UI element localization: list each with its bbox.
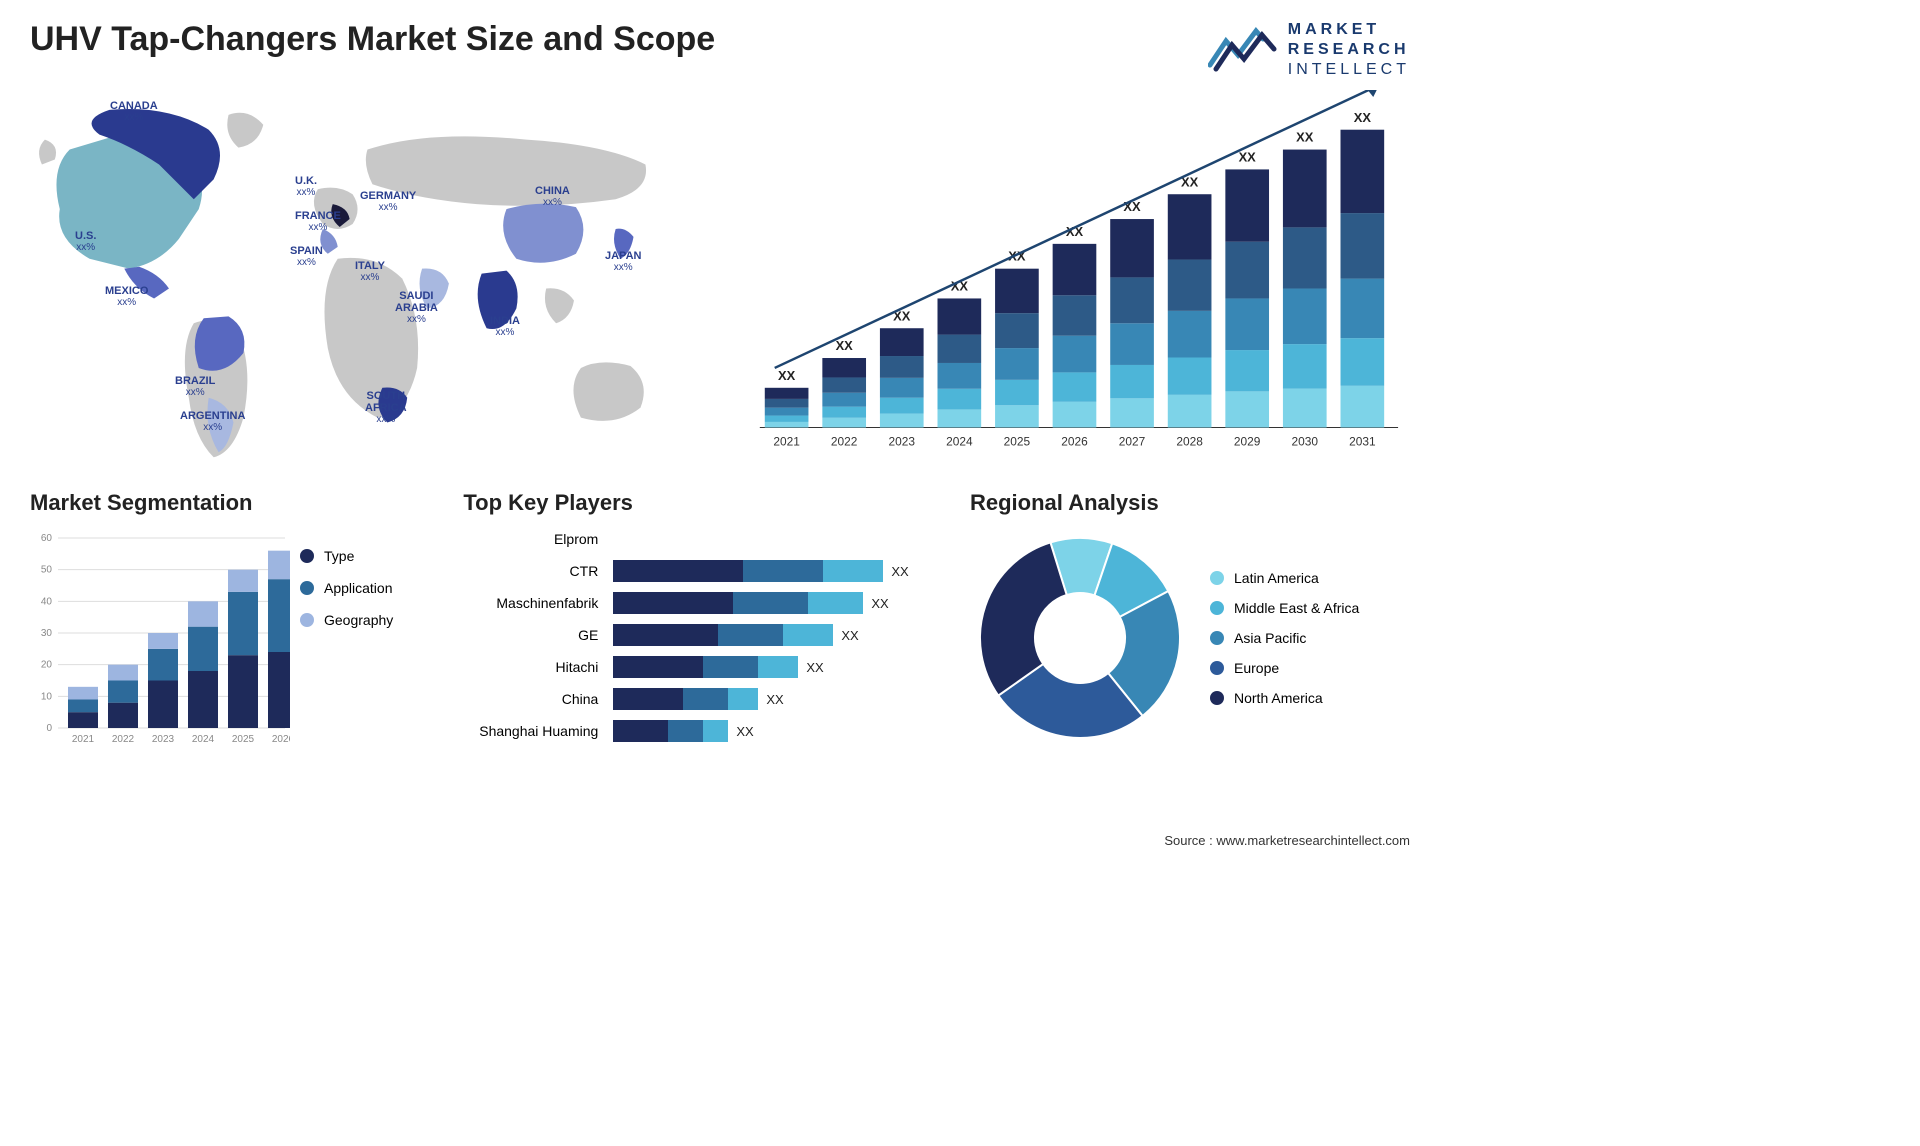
player-label: Shanghai Huaming [479,720,598,742]
player-value: XX [871,596,888,611]
svg-text:50: 50 [41,565,53,576]
svg-text:2025: 2025 [1004,434,1031,448]
player-bar-row: XX [613,560,940,582]
player-bar-row: XX [613,592,940,614]
map-country-label: SPAINxx% [290,245,323,268]
svg-text:XX: XX [1239,149,1257,164]
regional-legend-item: North America [1210,690,1359,706]
svg-text:20: 20 [41,660,53,671]
segmentation-title: Market Segmentation [30,490,433,516]
svg-text:2023: 2023 [889,434,916,448]
svg-text:XX: XX [778,368,796,383]
player-value: XX [766,692,783,707]
segmentation-legend-item: Geography [300,612,393,628]
player-bar-row: XX [613,688,940,710]
svg-text:40: 40 [41,596,53,607]
svg-text:XX: XX [1354,110,1372,125]
regional-panel: Regional Analysis Latin America Middle Ea… [970,490,1410,748]
svg-text:2026: 2026 [1061,434,1088,448]
svg-text:2021: 2021 [72,734,95,745]
svg-text:2027: 2027 [1119,434,1146,448]
player-bar-row: XX [613,624,940,646]
svg-text:2023: 2023 [152,734,175,745]
growth-chart-panel: XX2021XX2022XX2023XX2024XX2025XX2026XX20… [735,90,1410,470]
map-country-label: CANADAxx% [110,100,158,123]
svg-text:2022: 2022 [112,734,135,745]
map-country-label: ITALYxx% [355,260,385,283]
players-labels: Elprom CTR Maschinenfabrik GE Hitachi China Sh… [463,528,598,742]
segmentation-panel: Market Segmentation 0 10 20 30 40 50 60 2021 202… [30,490,433,748]
player-label: GE [578,624,598,646]
player-bar-row [613,528,940,550]
segmentation-legend-item: Application [300,580,393,596]
segmentation-bar-chart: 0 10 20 30 40 50 60 2021 2022 2023 2024 2025 2026 [30,528,290,748]
svg-text:60: 60 [41,533,53,544]
svg-text:2029: 2029 [1234,434,1261,448]
player-label: Hitachi [556,656,599,678]
world-map-panel: CANADAxx% U.S.xx% MEXICOxx% BRAZILxx% ARGENT… [30,90,705,470]
players-title: Top Key Players [463,490,940,516]
map-country-label: SOUTHAFRICAxx% [365,390,407,425]
player-value: XX [891,564,908,579]
svg-text:2026: 2026 [272,734,290,745]
player-value: XX [736,724,753,739]
source-attribution: Source : www.marketresearchintellect.com [1164,833,1410,848]
map-country-label: JAPANxx% [605,250,641,273]
regional-title: Regional Analysis [970,490,1410,516]
svg-text:2030: 2030 [1292,434,1319,448]
brand-logo: MARKET RESEARCH INTELLECT [1208,20,1410,80]
player-bar-row: XX [613,656,940,678]
svg-text:0: 0 [46,723,52,734]
regional-legend-item: Asia Pacific [1210,630,1359,646]
regional-legend-item: Latin America [1210,570,1359,586]
regional-legend-item: Middle East & Africa [1210,600,1359,616]
player-label: China [562,688,599,710]
player-bar-row: XX [613,720,940,742]
map-country-label: MEXICOxx% [105,285,148,308]
regional-donut-chart [970,528,1190,748]
svg-text:2021: 2021 [773,434,800,448]
svg-text:XX: XX [836,338,854,353]
segmentation-legend-item: Type [300,548,393,564]
logo-mark-icon [1208,23,1278,78]
map-country-label: U.S.xx% [75,230,96,253]
player-value: XX [841,628,858,643]
regional-legend-item: Europe [1210,660,1359,676]
map-country-label: U.K.xx% [295,175,317,198]
logo-text: MARKET RESEARCH INTELLECT [1288,20,1410,80]
svg-text:2024: 2024 [192,734,215,745]
svg-text:2024: 2024 [946,434,973,448]
svg-text:10: 10 [41,691,53,702]
player-label: Maschinenfabrik [496,592,598,614]
map-country-label: FRANCExx% [295,210,341,233]
svg-text:2025: 2025 [232,734,255,745]
svg-text:30: 30 [41,628,53,639]
svg-text:XX: XX [1296,130,1314,145]
players-panel: Top Key Players Elprom CTR Maschinenfabrik… [463,490,940,748]
map-country-label: ARGENTINAxx% [180,410,245,433]
growth-bar-chart: XX2021XX2022XX2023XX2024XX2025XX2026XX20… [735,90,1410,467]
svg-text:2028: 2028 [1176,434,1203,448]
svg-text:2022: 2022 [831,434,858,448]
map-country-label: SAUDIARABIAxx% [395,290,438,325]
player-value: XX [806,660,823,675]
regional-legend: Latin America Middle East & Africa Asia Pa… [1210,570,1359,706]
map-country-label: BRAZILxx% [175,375,215,398]
page-title: UHV Tap-Changers Market Size and Scope [30,20,715,59]
map-country-label: CHINAxx% [535,185,570,208]
segmentation-legend: Type Application Geography [300,528,393,748]
svg-text:2031: 2031 [1349,434,1376,448]
player-label: Elprom [554,528,598,550]
map-country-label: GERMANYxx% [360,190,416,213]
map-country-label: INDIAxx% [490,315,520,338]
player-label: CTR [570,560,599,582]
players-bars: XX XX XX XX XX XX [613,528,940,742]
